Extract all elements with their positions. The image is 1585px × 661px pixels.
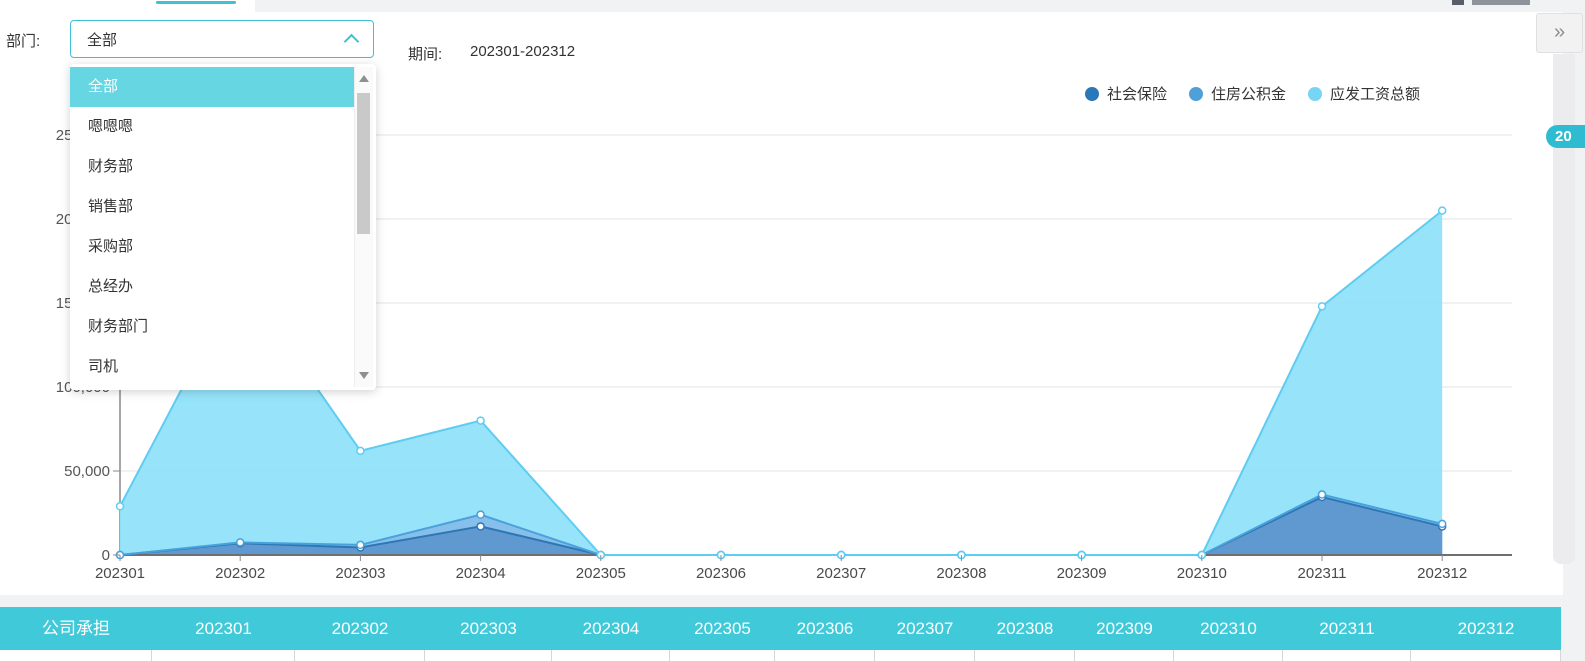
- dropdown-option[interactable]: 财务部门: [88, 318, 149, 335]
- svg-text:202304: 202304: [456, 565, 506, 582]
- svg-text:202307: 202307: [816, 565, 866, 582]
- legend-dot-icon: [1189, 86, 1204, 101]
- period-badge: 20: [1546, 125, 1585, 148]
- table-header-cell: 202312: [1457, 619, 1515, 638]
- legend-dot-icon: [1308, 86, 1323, 101]
- legend-item[interactable]: 社会保险: [1085, 83, 1167, 104]
- table-cell: [295, 650, 425, 661]
- table-header-cell: 202303: [460, 619, 517, 638]
- table-header-cell: 公司承担: [42, 619, 110, 638]
- department-dropdown: 全部嗯嗯嗯财务部销售部采购部总经办财务部门司机: [70, 64, 376, 390]
- table-header-cell: 202311: [1319, 619, 1375, 638]
- svg-text:202311: 202311: [1298, 565, 1347, 582]
- period-value: 202301-202312: [470, 43, 576, 60]
- dropdown-option[interactable]: 财务部: [88, 158, 134, 175]
- svg-text:202310: 202310: [1177, 565, 1227, 582]
- table-header-cell: 202302: [331, 619, 389, 638]
- legend-label: 社会保险: [1107, 86, 1168, 103]
- svg-text:202303: 202303: [335, 565, 385, 582]
- svg-text:0: 0: [102, 547, 110, 564]
- table-header-cell: 202306: [796, 619, 854, 638]
- right-side-rail: [1553, 54, 1575, 564]
- legend-item[interactable]: 应发工资总额: [1308, 83, 1420, 104]
- svg-text:50,000: 50,000: [64, 463, 110, 480]
- dropdown-scrollbar[interactable]: [354, 67, 373, 387]
- svg-text:202308: 202308: [936, 565, 986, 582]
- table-cell: [1411, 650, 1561, 661]
- table-header-cell: 202301: [195, 619, 252, 638]
- salary-area-chart[interactable]: 050,000100,000150,000200,000250,00020230…: [0, 12, 1563, 595]
- dropdown-option[interactable]: 采购部: [88, 238, 134, 255]
- period-label: 期间:: [408, 46, 443, 63]
- table-cell: [152, 650, 295, 661]
- table-header-cell: 202308: [996, 619, 1054, 638]
- table-cell: [425, 650, 552, 661]
- svg-text:202301: 202301: [95, 565, 145, 582]
- scroll-down-icon[interactable]: [359, 372, 369, 379]
- dropdown-option[interactable]: 嗯嗯嗯: [88, 118, 134, 135]
- svg-text:202306: 202306: [696, 565, 746, 582]
- table-cell: [775, 650, 875, 661]
- table-header-row: 公司承担 202301 202302 202303 202304 202305 202306…: [0, 607, 1561, 650]
- table-cell: [875, 650, 975, 661]
- active-tab-underline-icon: [156, 1, 236, 4]
- table-row: [0, 650, 1561, 661]
- table-cell: [1283, 650, 1411, 661]
- dropdown-option[interactable]: 全部: [70, 67, 354, 107]
- chart-legend: 社会保险 住房公积金 应发工资总额: [1085, 83, 1420, 104]
- table-cell: [1174, 650, 1283, 661]
- dropdown-option[interactable]: 总经办: [88, 278, 134, 295]
- clipped-header-content: [1452, 0, 1464, 5]
- table-header-cell: 202307: [896, 619, 954, 638]
- table-header-cell: 202310: [1200, 619, 1257, 638]
- table-cell: [670, 650, 775, 661]
- table-header-cell: 202309: [1096, 619, 1153, 638]
- clipped-header-content: [1472, 0, 1530, 5]
- table-cell: [552, 650, 670, 661]
- dropdown-option[interactable]: 司机: [88, 358, 119, 375]
- table-header-cell: 202304: [582, 619, 640, 638]
- collapse-panel-button[interactable]: »: [1536, 13, 1583, 53]
- svg-text:202302: 202302: [215, 565, 265, 582]
- legend-label: 应发工资总额: [1330, 86, 1421, 103]
- svg-text:202312: 202312: [1417, 565, 1467, 582]
- legend-label: 住房公积金: [1211, 86, 1287, 103]
- dropdown-option[interactable]: 销售部: [88, 198, 134, 215]
- tab-bar: [0, 0, 1585, 12]
- svg-text:202309: 202309: [1057, 565, 1107, 582]
- svg-text:202305: 202305: [576, 565, 626, 582]
- legend-dot-icon: [1085, 86, 1099, 101]
- table-cell: [1075, 650, 1174, 661]
- scrollbar-thumb[interactable]: [357, 93, 370, 234]
- table-cell: [0, 650, 152, 661]
- scroll-up-icon[interactable]: [359, 75, 369, 82]
- department-label: 部门:: [6, 33, 41, 50]
- dropdown-options-list: 全部嗯嗯嗯财务部销售部采购部总经办财务部门司机: [70, 67, 354, 387]
- legend-item[interactable]: 住房公积金: [1189, 83, 1286, 104]
- table-header-cell: 202305: [694, 619, 751, 638]
- table-cell: [975, 650, 1075, 661]
- department-select[interactable]: 全部: [70, 20, 374, 58]
- department-select-value: 全部: [87, 31, 118, 49]
